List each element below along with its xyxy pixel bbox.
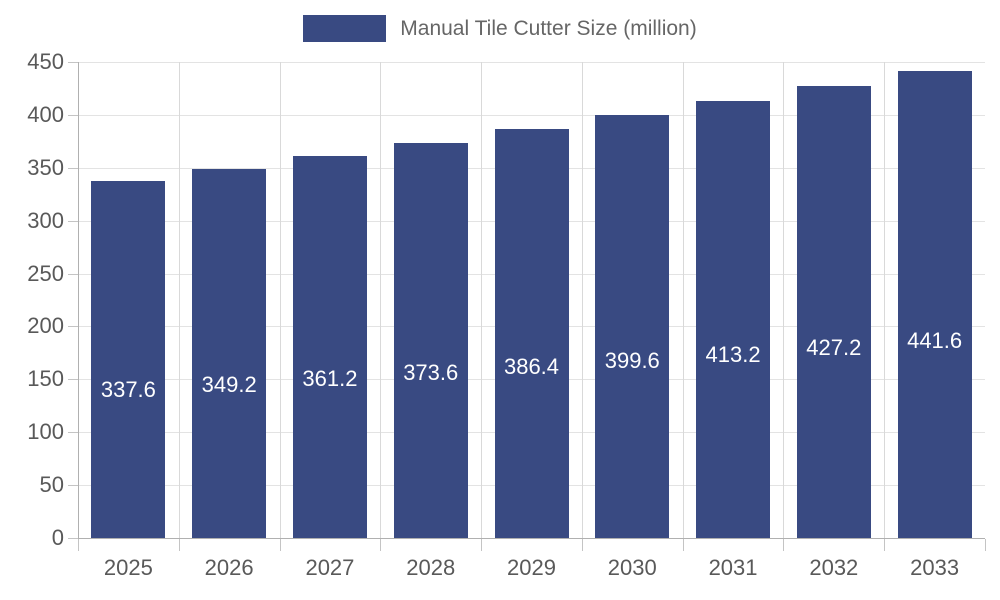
y-axis-tick-label: 0 [51,525,64,550]
y-axis-tick-mark [68,379,78,381]
y-axis-tick-mark [68,485,78,487]
bar[interactable] [897,70,972,538]
vertical-gridline [582,62,583,538]
x-axis-tick-mark [582,539,583,551]
bar-value-label: 413.2 [705,341,761,367]
bar-value-label: 349.2 [201,371,257,397]
y-axis-tick-mark [68,167,78,169]
x-axis-tick-mark [380,539,381,551]
x-axis-tick-label: 2031 [708,555,758,580]
x-axis-tick-label: 2030 [607,555,657,580]
y-axis-tick-label: 450 [27,49,64,74]
x-axis-tick-label: 2028 [406,555,456,580]
x-axis-tick-mark [78,539,79,551]
y-axis-tick-label: 400 [27,101,64,127]
y-axis-tick-mark [68,432,78,434]
y-axis-tick-label: 350 [27,154,64,180]
bar-value-label: 373.6 [403,360,459,386]
y-axis-line [78,62,79,539]
x-axis-tick-mark [985,539,986,551]
x-axis-tick-mark [783,539,784,551]
bar[interactable] [796,86,871,538]
bar[interactable] [292,155,367,538]
bar[interactable] [595,115,670,538]
legend-item-label: Manual Tile Cutter Size (million) [400,16,697,40]
y-axis-tick-mark [68,62,78,63]
y-axis-tick-mark [68,326,78,328]
x-axis-tick-label: 2032 [809,555,859,580]
y-axis-tick-label: 300 [27,207,64,233]
x-axis-tick-mark [179,539,180,551]
y-axis-tick-label: 50 [39,472,64,498]
bar-value-label: 386.4 [503,354,560,380]
x-axis-tick-mark [280,539,281,551]
y-axis-tick-label: 150 [27,366,64,392]
legend-color-swatch-icon [303,14,387,42]
bar[interactable] [494,129,569,538]
chart-legend: Manual Tile Cutter Size (million) [0,10,1000,46]
y-axis-tick-mark [68,220,78,222]
bar[interactable] [91,180,166,538]
bar[interactable] [192,168,267,538]
x-axis-line [78,538,985,539]
x-axis-tick-label: 2033 [910,555,960,580]
bar-value-label: 427.2 [806,334,862,360]
x-axis-tick-mark [884,539,885,551]
vertical-gridline [683,62,684,538]
y-axis-tick-mark [68,538,78,539]
x-axis-tick-label: 2026 [204,555,254,580]
bar-value-label: 441.6 [907,328,963,354]
vertical-gridline [884,62,885,538]
x-axis-tick-mark [481,539,482,551]
x-axis-tick-label: 2029 [507,555,556,580]
legend-item-manual-tile-cutter-size[interactable]: Manual Tile Cutter Size (million) [303,14,697,42]
y-axis-tick-mark [68,273,78,275]
horizontal-gridline [78,62,985,63]
bar-value-label: 399.6 [604,347,660,373]
horizontal-gridline [78,114,985,116]
bar[interactable] [696,100,771,538]
x-axis-tick-label: 2027 [305,555,355,580]
vertical-gridline [280,62,281,538]
vertical-gridline [481,62,482,538]
y-axis-tick-label: 250 [27,260,64,286]
y-axis-tick-label: 200 [27,313,64,339]
bar-value-label: 337.6 [100,377,156,403]
vertical-gridline [179,62,180,538]
x-axis-tick-mark [683,539,684,551]
bar[interactable] [393,142,468,538]
vertical-gridline [380,62,381,538]
vertical-gridline [783,62,784,538]
plot-area: 337.6 349.2 361.2 373.6 386.4 399.6 413.2 427.2… [78,62,985,539]
y-axis-tick-label: 100 [27,419,64,445]
x-axis-tick-label: 2025 [103,555,153,580]
bar-value-label: 361.2 [302,365,358,391]
y-axis-tick-mark [68,114,78,116]
